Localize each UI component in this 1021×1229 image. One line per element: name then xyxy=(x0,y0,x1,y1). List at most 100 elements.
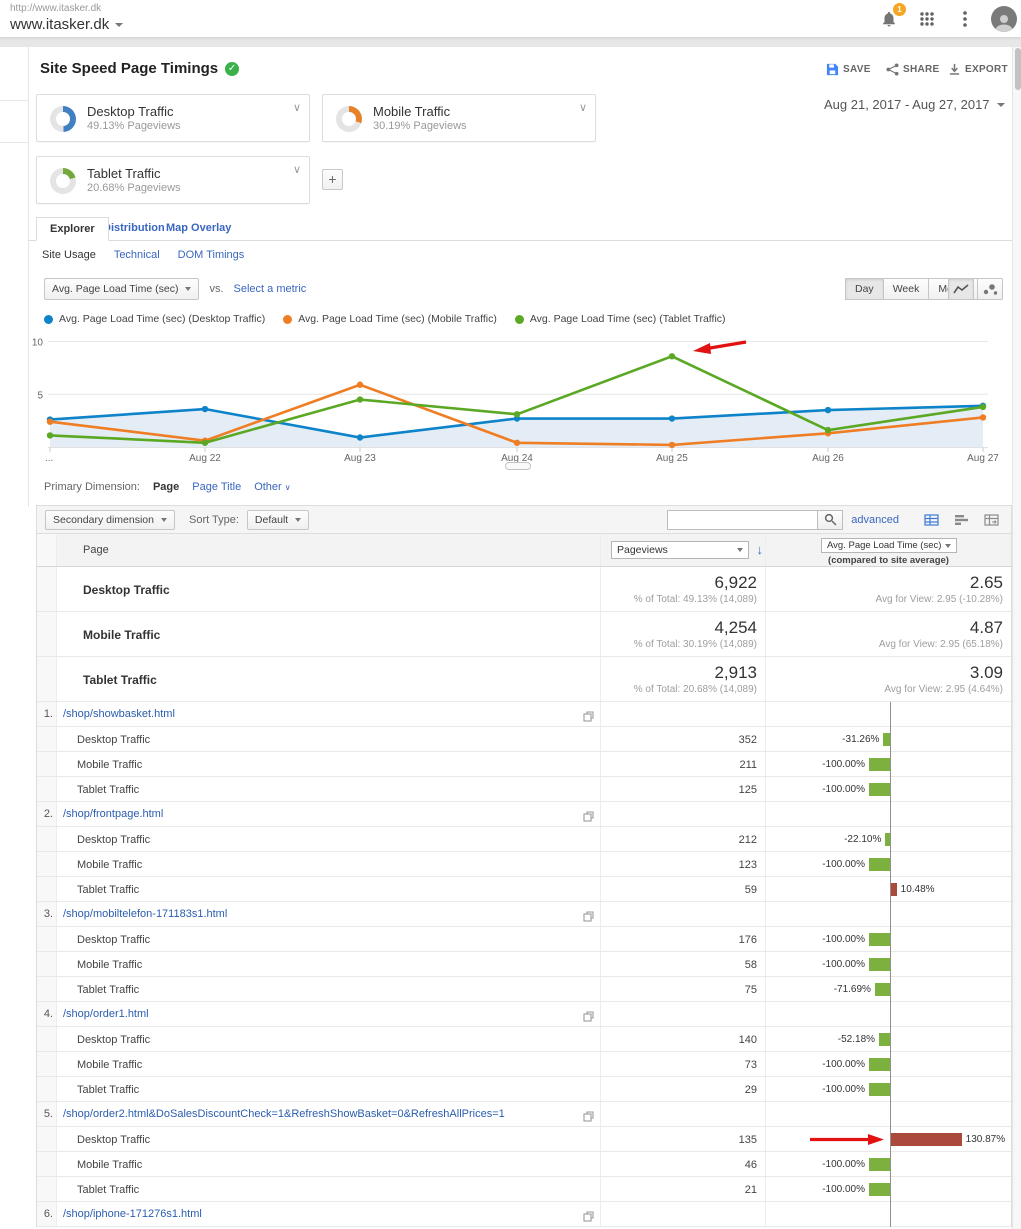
export-button[interactable]: EXPORT xyxy=(948,63,1008,76)
scrollbar[interactable] xyxy=(1012,47,1021,1229)
property-url: http://www.itasker.dk xyxy=(10,3,102,14)
sort-descending-icon[interactable]: ↓ xyxy=(756,542,764,557)
segment-row: Mobile Traffic 73 -100.00% xyxy=(37,1052,1011,1077)
negative-bar xyxy=(879,1033,890,1046)
scrollbar-thumb[interactable] xyxy=(1014,48,1021,90)
legend-dot-icon xyxy=(283,314,293,324)
select-metric-link[interactable]: Select a metric xyxy=(233,283,307,295)
metric-select[interactable]: Avg. Page Load Time (sec) xyxy=(44,278,200,300)
share-icon xyxy=(886,63,899,76)
date-range-selector[interactable]: Aug 21, 2017 - Aug 27, 2017 xyxy=(824,97,1005,112)
summary-pageviews-subtext: % of Total: 49.13% (14,089) xyxy=(633,594,757,605)
more-options-button[interactable] xyxy=(953,7,977,31)
chevron-down-icon[interactable]: ∨ xyxy=(292,164,301,176)
dimension-other[interactable]: Other ∨ xyxy=(254,481,291,493)
summary-pageviews: 2,913 xyxy=(714,663,757,682)
summary-segment-name: Mobile Traffic xyxy=(83,628,161,642)
chevron-down-icon xyxy=(185,287,192,291)
subtab-bar: Site Usage Technical DOM Timings xyxy=(42,249,244,261)
pageviews-cell: 135 xyxy=(600,1127,765,1151)
negative-bar xyxy=(874,983,890,996)
open-page-icon[interactable] xyxy=(583,1009,594,1027)
segment-row-name: Desktop Traffic xyxy=(77,834,151,846)
advanced-search-link[interactable]: advanced xyxy=(851,513,899,526)
page-link[interactable]: /shop/iphone-171276s1.html xyxy=(63,1208,202,1220)
data-view-button[interactable] xyxy=(919,510,943,530)
chevron-down-icon xyxy=(737,548,743,552)
avatar[interactable] xyxy=(991,6,1017,32)
summary-row: Mobile Traffic 4,254 % of Total: 30.19% (1… xyxy=(37,612,1011,657)
page-link[interactable]: /shop/order2.html&DoSalesDiscountCheck=1… xyxy=(63,1108,505,1120)
kebab-icon xyxy=(963,11,967,27)
tab-explorer[interactable]: Explorer xyxy=(36,217,109,241)
page-link[interactable]: /shop/showbasket.html xyxy=(63,708,175,720)
dimension-page[interactable]: Page xyxy=(152,481,180,493)
segment-detail: 30.19% Pageviews xyxy=(373,120,467,132)
verified-check-icon: ✓ xyxy=(225,61,240,76)
svg-text:10: 10 xyxy=(32,338,44,349)
line-chart-button[interactable] xyxy=(948,278,974,300)
segment-row: Desktop Traffic 176 -100.00% xyxy=(37,927,1011,952)
tab-distribution[interactable]: Distribution xyxy=(103,222,165,234)
chevron-down-icon[interactable]: ∨ xyxy=(578,102,587,114)
open-page-icon[interactable] xyxy=(583,909,594,927)
notifications-button[interactable]: 1 xyxy=(877,3,906,31)
segment-card-tablet[interactable]: Tablet Traffic 20.68% Pageviews ∨ xyxy=(36,156,310,204)
segment-card-desktop[interactable]: Desktop Traffic 49.13% Pageviews ∨ xyxy=(36,94,310,142)
granularity-week[interactable]: Week xyxy=(882,278,930,300)
add-segment-button[interactable]: + xyxy=(322,169,343,190)
bar-value-label: -100.00% xyxy=(822,1184,865,1195)
segment-donut-icon xyxy=(336,106,362,132)
segment-detail: 20.68% Pageviews xyxy=(87,182,181,194)
motion-chart-button[interactable] xyxy=(977,278,1003,300)
segment-row: Mobile Traffic 46 -100.00% xyxy=(37,1152,1011,1177)
column-header-page[interactable]: Page xyxy=(83,544,109,556)
timeline-handle[interactable] xyxy=(505,462,531,470)
subtab-site-usage[interactable]: Site Usage xyxy=(42,249,96,261)
segment-row-name: Tablet Traffic xyxy=(77,984,140,996)
secondary-dimension-button[interactable]: Secondary dimension xyxy=(45,509,175,530)
open-page-icon[interactable] xyxy=(583,709,594,727)
share-button[interactable]: SHARE xyxy=(886,63,940,76)
tab-map-overlay[interactable]: Map Overlay xyxy=(166,222,232,234)
segment-row-name: Desktop Traffic xyxy=(77,1134,151,1146)
summary-metric-subtext: Avg for View: 2.95 (4.64%) xyxy=(884,684,1003,695)
subtab-technical[interactable]: Technical xyxy=(113,249,160,261)
performance-view-button[interactable] xyxy=(949,510,973,530)
segment-donut-icon xyxy=(50,106,76,132)
table-grid-icon xyxy=(923,513,939,526)
pageviews-cell: 46 xyxy=(600,1152,765,1176)
subtab-dom-timings[interactable]: DOM Timings xyxy=(177,249,245,261)
search-input[interactable] xyxy=(667,509,818,530)
pageviews-cell: 140 xyxy=(600,1027,765,1051)
open-page-icon[interactable] xyxy=(583,1209,594,1227)
save-button[interactable]: SAVE xyxy=(826,63,871,76)
granularity-day[interactable]: Day xyxy=(845,278,884,300)
legend-item-desktop: Avg. Page Load Time (sec) (Desktop Traff… xyxy=(44,313,265,325)
page-link[interactable]: /shop/order1.html xyxy=(63,1008,149,1020)
page-link[interactable]: /shop/mobiltelefon-171183s1.html xyxy=(63,908,228,920)
svg-text:Aug 27: Aug 27 xyxy=(967,453,999,464)
sort-type-select[interactable]: Default xyxy=(246,509,310,530)
segment-row: Tablet Traffic 75 -71.69% xyxy=(37,977,1011,1002)
metric-bar-cell: -100.00% xyxy=(765,1052,1011,1076)
search-button[interactable] xyxy=(817,509,844,530)
open-page-icon[interactable] xyxy=(583,1109,594,1127)
negative-bar xyxy=(869,1083,890,1096)
summary-metric-value: 2.65 xyxy=(969,573,1003,592)
page-link[interactable]: /shop/frontpage.html xyxy=(63,808,164,820)
pageviews-cell: 21 xyxy=(600,1177,765,1201)
apps-grid-button[interactable] xyxy=(915,7,939,31)
pivot-view-button[interactable] xyxy=(979,510,1003,530)
metric-bar-cell: 130.87% xyxy=(765,1127,1011,1151)
pageviews-column-select[interactable]: Pageviews xyxy=(611,541,749,559)
dimension-page-title[interactable]: Page Title xyxy=(192,481,242,493)
primary-dimension-row: Primary Dimension: Page Page Title Other… xyxy=(44,481,291,493)
bar-value-label: -52.18% xyxy=(837,1034,876,1045)
open-page-icon[interactable] xyxy=(583,809,594,827)
segment-card-mobile[interactable]: Mobile Traffic 30.19% Pageviews ∨ xyxy=(322,94,596,142)
metric-column-select[interactable]: Avg. Page Load Time (sec) xyxy=(821,538,957,553)
chevron-down-icon[interactable]: ∨ xyxy=(292,102,301,114)
account-name: www.itasker.dk xyxy=(10,16,110,33)
account-selector[interactable]: www.itasker.dk xyxy=(10,16,124,33)
